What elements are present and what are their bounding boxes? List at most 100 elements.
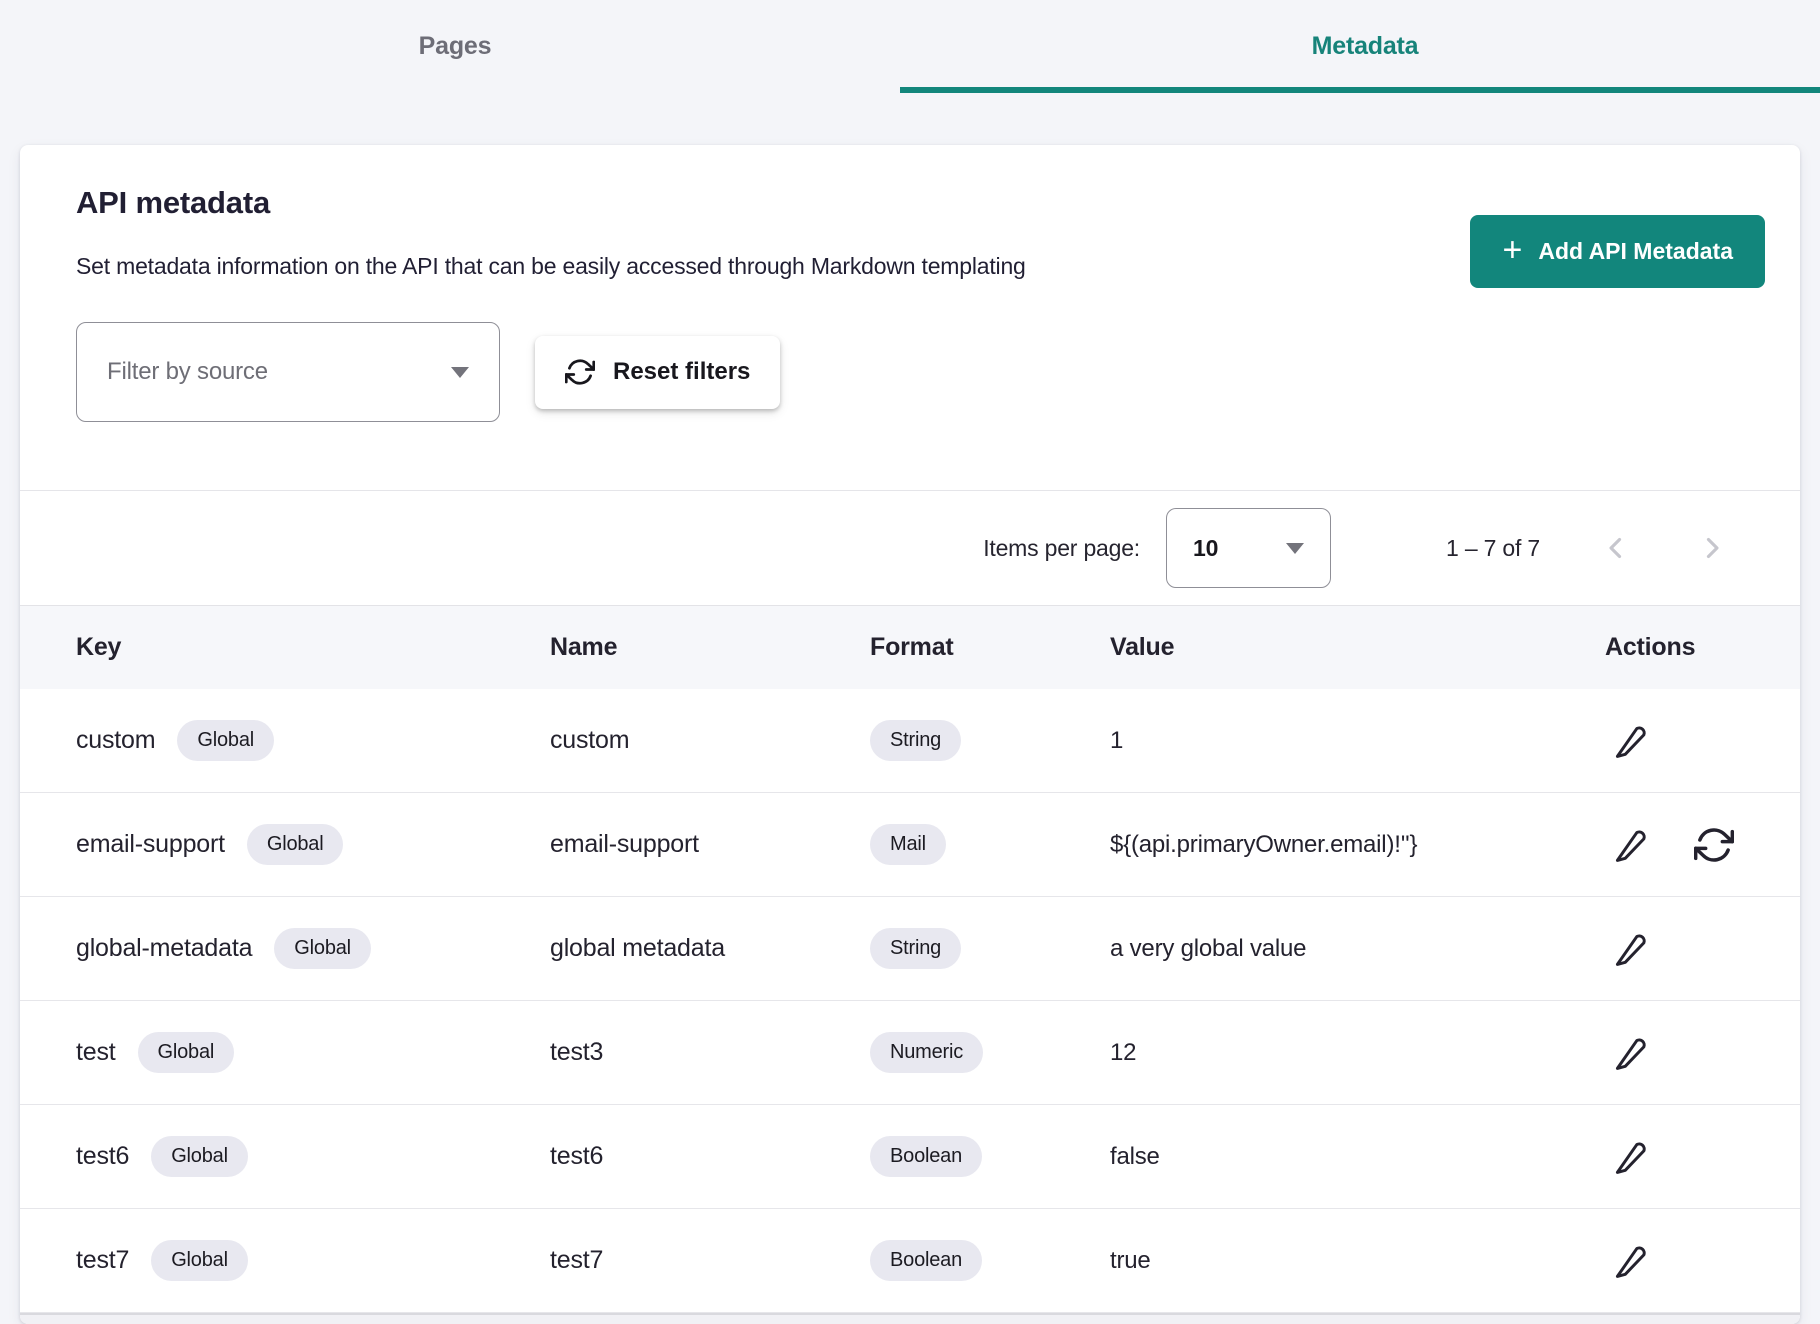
pencil-icon [1615, 1142, 1646, 1174]
scope-badge: Global [151, 1240, 248, 1281]
column-header-format: Format [870, 633, 954, 661]
format-cell: String [870, 720, 1110, 761]
paginator-range-label: 1 – 7 of 7 [1446, 534, 1540, 561]
key-cell: custom Global [76, 720, 550, 761]
add-api-metadata-button[interactable]: + Add API Metadata [1470, 215, 1765, 288]
metadata-name: test3 [550, 1038, 604, 1066]
format-badge: Boolean [870, 1240, 982, 1281]
format-cell: Boolean [870, 1240, 1110, 1281]
page-size-select[interactable]: 10 [1166, 508, 1331, 588]
chevron-left-icon [1609, 537, 1622, 559]
metadata-value: 1 [1110, 726, 1124, 754]
tab-pages[interactable]: Pages [0, 0, 910, 93]
scope-badge: Global [246, 824, 344, 865]
section-divider [20, 490, 1800, 491]
actions-cell [1605, 924, 1760, 974]
filter-by-source-select[interactable]: Filter by source [76, 322, 500, 422]
metadata-name: email-support [550, 830, 699, 858]
chevron-down-icon [1286, 542, 1304, 554]
column-header-value: Value [1110, 633, 1175, 661]
table-row: custom Global custom String 1 [20, 689, 1800, 793]
edit-metadata-button[interactable] [1605, 924, 1655, 974]
reset-metadata-button[interactable] [1689, 820, 1739, 870]
active-tab-indicator [900, 87, 1820, 93]
value-cell: 12 [1110, 1039, 1605, 1067]
metadata-value: ${(api.primaryOwner.email)!''} [1110, 830, 1418, 858]
actions-cell [1605, 820, 1760, 870]
next-row-cutoff [20, 1313, 1800, 1324]
key-cell: test6 Global [76, 1136, 550, 1177]
refresh-icon [565, 359, 595, 385]
format-badge: Mail [870, 824, 946, 865]
edit-metadata-button[interactable] [1605, 1236, 1655, 1286]
metadata-value: 12 [1110, 1038, 1137, 1066]
key-cell: test Global [76, 1032, 550, 1073]
key-cell: email-support Global [76, 824, 550, 865]
page-title: API metadata [76, 185, 270, 220]
table-header-row: Key Name Format Value Actions [20, 605, 1800, 689]
scope-badge: Global [137, 1032, 235, 1073]
table-row: email-support Global email-support Mail … [20, 793, 1800, 897]
key-cell: global-metadata Global [76, 928, 550, 969]
reset-filters-button[interactable]: Reset filters [535, 335, 781, 409]
previous-page-button[interactable] [1583, 515, 1649, 581]
scope-badge: Global [177, 720, 275, 761]
value-cell: ${(api.primaryOwner.email)!''} [1110, 831, 1605, 859]
edit-metadata-button[interactable] [1605, 820, 1655, 870]
plus-icon: + [1502, 231, 1523, 269]
key-cell: test7 Global [76, 1240, 550, 1281]
scope-badge: Global [151, 1136, 248, 1177]
metadata-key: custom [76, 726, 156, 754]
column-header-actions: Actions [1605, 633, 1696, 661]
actions-cell [1605, 1132, 1760, 1182]
name-cell: custom [550, 726, 870, 755]
pencil-icon [1615, 726, 1646, 758]
table-row: test7 Global test7 Boolean true [20, 1209, 1800, 1313]
metadata-value: a very global value [1110, 934, 1307, 962]
metadata-value: false [1110, 1142, 1160, 1170]
value-cell: false [1110, 1143, 1605, 1171]
name-cell: email-support [550, 830, 870, 859]
pencil-icon [1615, 1038, 1646, 1070]
chevron-down-icon [451, 366, 469, 378]
edit-metadata-button[interactable] [1605, 1132, 1655, 1182]
table-body: custom Global custom String 1 [20, 689, 1800, 1313]
metadata-key: email-support [76, 830, 225, 858]
edit-metadata-button[interactable] [1605, 716, 1655, 766]
pencil-icon [1615, 830, 1646, 862]
table-row: test6 Global test6 Boolean false [20, 1105, 1800, 1209]
metadata-name: test6 [550, 1142, 604, 1170]
metadata-key: global-metadata [76, 934, 253, 962]
items-per-page-label: Items per page: [983, 534, 1140, 561]
tab-metadata[interactable]: Metadata [910, 0, 1820, 93]
table-row: test Global test3 Numeric 12 [20, 1001, 1800, 1105]
page-size-value: 10 [1193, 534, 1219, 561]
tab-pages-label: Pages [418, 32, 492, 60]
actions-cell [1605, 1236, 1760, 1286]
paginator: Items per page: 10 1 – 7 of 7 [20, 491, 1800, 605]
name-cell: test6 [550, 1142, 870, 1171]
edit-metadata-button[interactable] [1605, 1028, 1655, 1078]
format-badge: Numeric [870, 1032, 984, 1073]
column-header-key: Key [76, 633, 122, 661]
refresh-icon [1694, 827, 1734, 862]
metadata-key: test6 [76, 1142, 130, 1170]
actions-cell [1605, 716, 1760, 766]
name-cell: test7 [550, 1246, 870, 1275]
format-badge: Boolean [870, 1136, 982, 1177]
metadata-name: test7 [550, 1246, 604, 1274]
name-cell: test3 [550, 1038, 870, 1067]
name-cell: global metadata [550, 934, 870, 963]
metadata-key: test7 [76, 1246, 130, 1274]
metadata-name: global metadata [550, 934, 725, 962]
next-page-button[interactable] [1679, 515, 1745, 581]
metadata-value: true [1110, 1246, 1151, 1274]
value-cell: true [1110, 1247, 1605, 1275]
reset-filters-label: Reset filters [613, 358, 751, 385]
filter-by-source-placeholder: Filter by source [107, 358, 268, 385]
format-cell: Numeric [870, 1032, 1110, 1073]
pencil-icon [1615, 1246, 1646, 1278]
metadata-key: test [76, 1038, 116, 1066]
tab-metadata-label: Metadata [1311, 32, 1419, 60]
chevron-right-icon [1706, 537, 1719, 559]
